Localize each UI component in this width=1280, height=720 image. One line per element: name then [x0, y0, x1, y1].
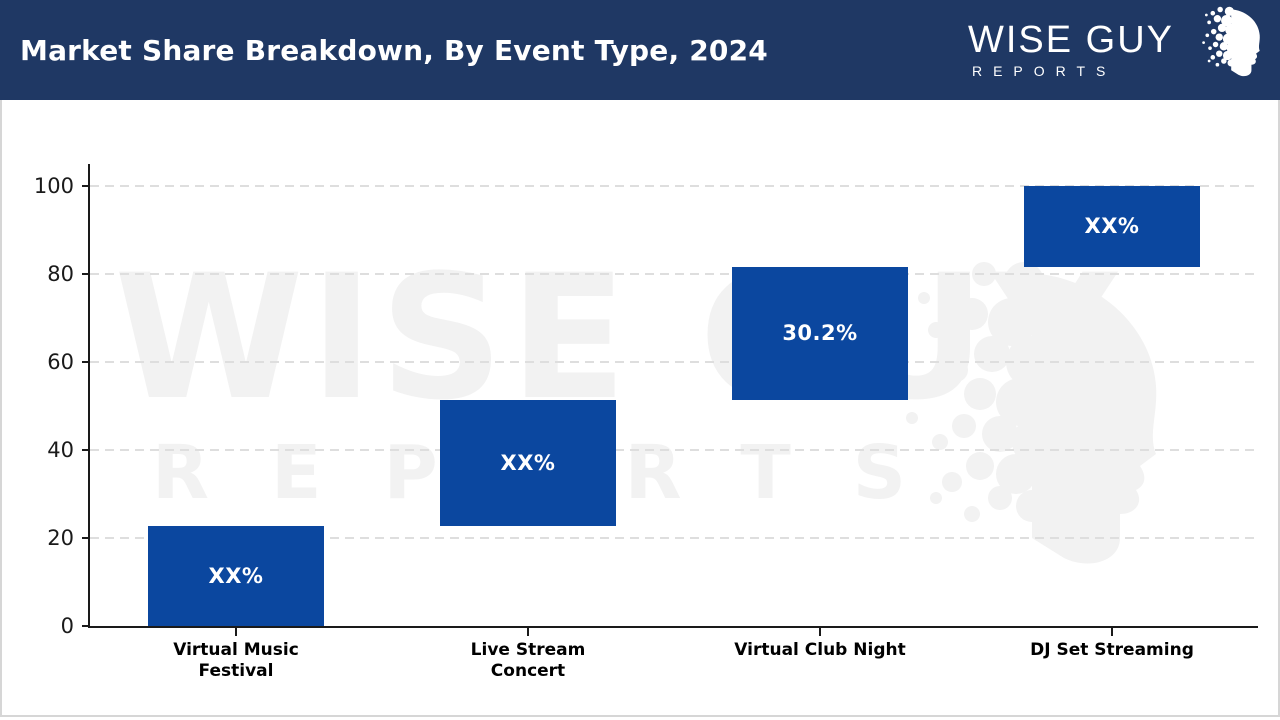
ytick-40: [82, 449, 90, 451]
logo-wordmark: WISE GUY: [967, 19, 1174, 61]
gridline-60: [90, 361, 1258, 363]
xtick-0: [235, 628, 237, 636]
watermark-wordmark: WISE GUY: [114, 237, 1123, 438]
ytick-label-40: 40: [47, 438, 74, 462]
chart-canvas: WISE GUY REPORTS 020406080100XX%Virtual …: [0, 100, 1280, 717]
category-label-0: Virtual Music Festival: [173, 640, 299, 681]
category-label-1: Live Stream Concert: [470, 640, 586, 681]
ytick-80: [82, 273, 90, 275]
xtick-3: [1111, 628, 1113, 636]
bar-value-label: XX%: [208, 564, 264, 589]
bar-value-label: 30.2%: [782, 321, 858, 346]
bar-value-label: XX%: [500, 450, 556, 475]
bar-value-label: XX%: [1084, 214, 1140, 239]
x-axis-spine: [88, 626, 1258, 628]
ytick-100: [82, 185, 90, 187]
logo-subtitle: REPORTS: [971, 63, 1117, 79]
y-axis-spine: [88, 164, 90, 628]
brand-logo-text: WISE GUY REPORTS: [968, 21, 1174, 79]
bar-2: 30.2%: [732, 266, 908, 400]
xtick-1: [527, 628, 529, 636]
gridline-40: [90, 449, 1258, 451]
ytick-label-20: 20: [47, 526, 74, 550]
ytick-label-60: 60: [47, 350, 74, 374]
bar-0: XX%: [148, 526, 324, 626]
ytick-60: [82, 361, 90, 363]
ytick-label-80: 80: [47, 262, 74, 286]
xtick-2: [819, 628, 821, 636]
ytick-label-0: 0: [60, 614, 74, 638]
category-label-2: Virtual Club Night: [734, 640, 906, 660]
ytick-0: [82, 625, 90, 627]
page-title: Market Share Breakdown, By Event Type, 2…: [20, 33, 768, 67]
header-bar: Market Share Breakdown, By Event Type, 2…: [0, 0, 1280, 100]
gridline-100: [90, 185, 1258, 187]
bar-3: XX%: [1024, 186, 1200, 267]
ytick-20: [82, 537, 90, 539]
category-label-3: DJ Set Streaming: [1030, 640, 1194, 660]
bar-1: XX%: [440, 399, 616, 527]
gridline-20: [90, 537, 1258, 539]
brand-logo: WISE GUY REPORTS: [968, 4, 1268, 96]
wiseguy-face-icon: [1202, 6, 1260, 77]
ytick-label-100: 100: [33, 174, 74, 198]
gridline-80: [90, 273, 1258, 275]
